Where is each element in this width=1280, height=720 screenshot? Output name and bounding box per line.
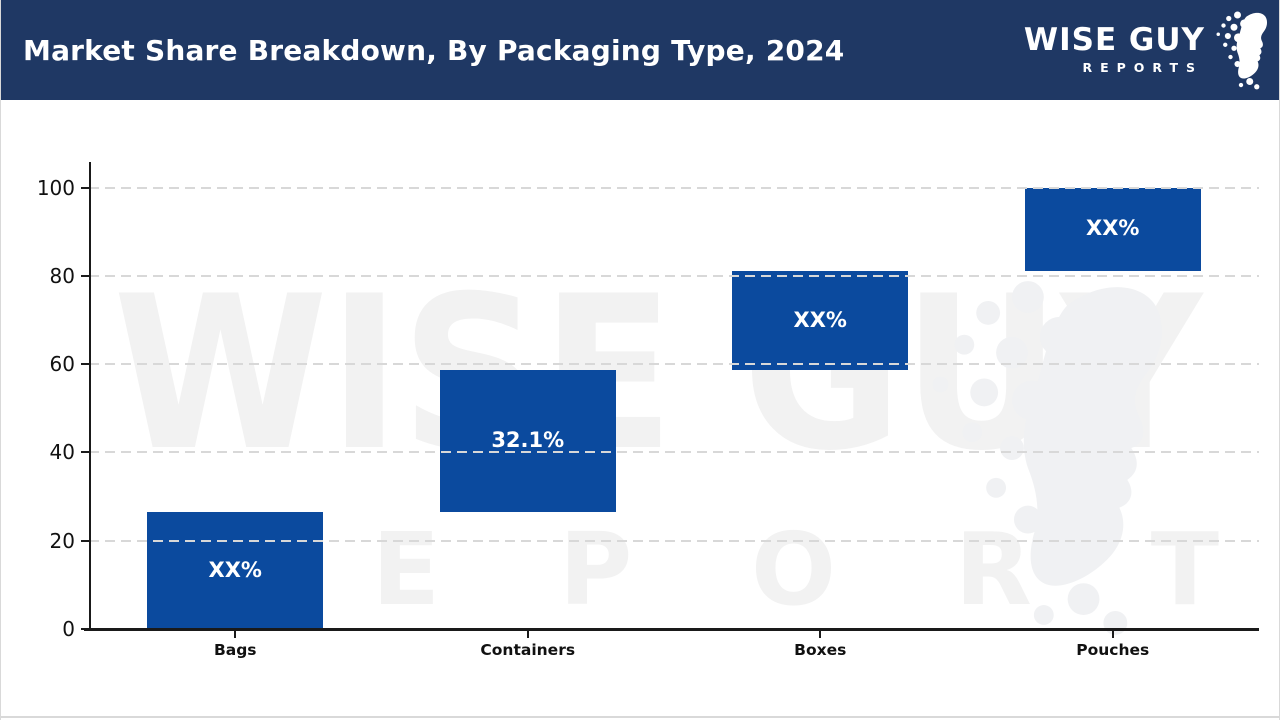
logo-wordmark: WISE GUY — [1023, 22, 1205, 58]
y-tick — [81, 363, 89, 366]
y-tick-label: 60 — [49, 352, 75, 377]
y-tick-label: 40 — [49, 440, 75, 465]
y-gridline — [89, 539, 1259, 542]
y-tick — [81, 274, 89, 277]
bar-value-label: XX% — [1086, 216, 1140, 241]
x-category-label: Containers — [480, 641, 576, 659]
x-axis-spine — [84, 628, 1259, 631]
y-gridline — [89, 363, 1259, 366]
y-tick-label: 20 — [49, 528, 75, 553]
x-category-label: Boxes — [794, 641, 847, 659]
y-gridline — [89, 274, 1259, 277]
page-bottom-divider — [1, 716, 1279, 718]
x-tick — [1111, 631, 1114, 638]
y-tick-label: 0 — [62, 617, 75, 641]
bar-value-label: XX% — [793, 307, 847, 332]
x-category-label: Pouches — [1076, 641, 1150, 659]
chart-canvas: WISE GUY R E P O R T S 020406080100XX%32… — [1, 100, 1279, 717]
x-tick — [234, 631, 237, 638]
y-axis-spine — [89, 162, 91, 631]
bar-value-label: 32.1% — [491, 428, 565, 453]
dotted-head-profile-icon — [1216, 11, 1268, 90]
bar-boxes — [732, 271, 909, 371]
header-bar: Market Share Breakdown, By Packaging Typ… — [1, 0, 1279, 100]
bar-pouches — [1024, 187, 1201, 272]
logo-text: WISE GUY REPORTS — [1023, 22, 1205, 76]
y-tick-label: 100 — [36, 175, 75, 200]
bar-containers — [439, 370, 616, 512]
wise-guy-reports-logo: WISE GUY REPORTS — [1024, 8, 1269, 92]
bar-value-label: XX% — [208, 557, 262, 582]
logo-subtitle: REPORTS — [1082, 60, 1203, 75]
chart-title: Market Share Breakdown, By Packaging Typ… — [23, 33, 845, 67]
y-tick — [81, 186, 89, 189]
y-tick — [81, 451, 89, 454]
y-tick — [81, 539, 89, 542]
x-category-label: Bags — [213, 641, 257, 659]
x-tick — [526, 631, 529, 638]
bar-bags — [147, 512, 324, 629]
y-gridline — [89, 186, 1259, 189]
y-tick-label: 80 — [49, 263, 75, 288]
watermark-dotted-head-icon — [932, 281, 1163, 635]
x-tick — [819, 631, 822, 638]
y-gridline — [89, 451, 1259, 454]
